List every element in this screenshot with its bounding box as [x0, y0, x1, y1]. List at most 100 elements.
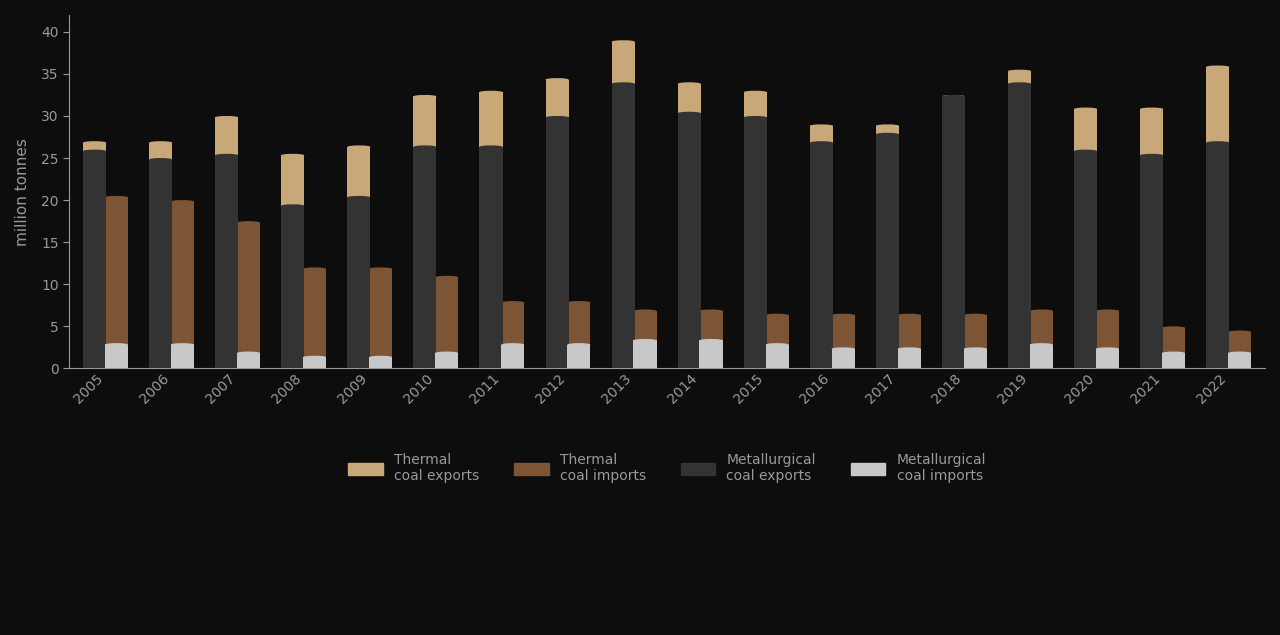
- Ellipse shape: [942, 95, 965, 98]
- Bar: [876, 126, 899, 368]
- Bar: [435, 277, 458, 368]
- Bar: [1162, 328, 1185, 368]
- Ellipse shape: [172, 200, 195, 203]
- Bar: [172, 345, 195, 368]
- Bar: [347, 197, 370, 368]
- Ellipse shape: [634, 309, 657, 312]
- Ellipse shape: [480, 145, 503, 149]
- Ellipse shape: [876, 124, 899, 128]
- Bar: [765, 345, 788, 368]
- Ellipse shape: [699, 339, 723, 342]
- Ellipse shape: [876, 133, 899, 136]
- Bar: [1206, 67, 1229, 368]
- Ellipse shape: [1096, 347, 1119, 351]
- Bar: [567, 302, 590, 368]
- Ellipse shape: [1074, 150, 1097, 152]
- Bar: [1140, 156, 1164, 368]
- Ellipse shape: [1162, 326, 1185, 330]
- Bar: [810, 143, 833, 368]
- Ellipse shape: [105, 343, 128, 346]
- Ellipse shape: [765, 343, 788, 346]
- Bar: [744, 92, 767, 368]
- Bar: [1074, 151, 1097, 368]
- Ellipse shape: [897, 314, 920, 317]
- Bar: [567, 345, 590, 368]
- Bar: [282, 206, 305, 368]
- Bar: [105, 345, 128, 368]
- Ellipse shape: [83, 150, 106, 152]
- Ellipse shape: [1030, 309, 1053, 312]
- Legend: Thermal
coal exports, Thermal
coal imports, Metallurgical
coal exports, Metallur: Thermal coal exports, Thermal coal impor…: [343, 447, 992, 489]
- Bar: [832, 315, 855, 368]
- Bar: [1096, 349, 1119, 368]
- Ellipse shape: [435, 352, 458, 354]
- Bar: [897, 349, 920, 368]
- Bar: [480, 92, 503, 368]
- Ellipse shape: [105, 196, 128, 199]
- Ellipse shape: [282, 204, 305, 207]
- Bar: [765, 315, 788, 368]
- Ellipse shape: [1140, 107, 1164, 110]
- Ellipse shape: [545, 116, 568, 119]
- Bar: [677, 84, 700, 368]
- Bar: [699, 340, 723, 368]
- Bar: [876, 134, 899, 368]
- Bar: [634, 340, 657, 368]
- Bar: [1007, 84, 1032, 368]
- Ellipse shape: [545, 78, 568, 81]
- Ellipse shape: [810, 141, 833, 144]
- Ellipse shape: [699, 309, 723, 312]
- Bar: [369, 358, 392, 368]
- Bar: [897, 315, 920, 368]
- Ellipse shape: [148, 158, 173, 161]
- Ellipse shape: [347, 196, 370, 199]
- Bar: [303, 269, 326, 368]
- Bar: [215, 156, 238, 368]
- Bar: [413, 147, 436, 368]
- Ellipse shape: [1228, 352, 1251, 354]
- Bar: [612, 42, 635, 368]
- Bar: [1030, 345, 1053, 368]
- Bar: [347, 147, 370, 368]
- Bar: [677, 113, 700, 368]
- Bar: [634, 311, 657, 368]
- Ellipse shape: [567, 301, 590, 304]
- Bar: [744, 117, 767, 368]
- Ellipse shape: [172, 343, 195, 346]
- Bar: [699, 311, 723, 368]
- Bar: [105, 197, 128, 368]
- Ellipse shape: [303, 356, 326, 359]
- Bar: [282, 156, 305, 368]
- Ellipse shape: [148, 141, 173, 144]
- Bar: [413, 97, 436, 368]
- Bar: [148, 143, 173, 368]
- Bar: [502, 302, 525, 368]
- Bar: [237, 223, 260, 368]
- Ellipse shape: [369, 356, 392, 359]
- Ellipse shape: [413, 145, 436, 149]
- Ellipse shape: [832, 347, 855, 351]
- Ellipse shape: [1206, 141, 1229, 144]
- Ellipse shape: [369, 267, 392, 271]
- Ellipse shape: [1096, 309, 1119, 312]
- Bar: [303, 358, 326, 368]
- Ellipse shape: [282, 154, 305, 157]
- Ellipse shape: [502, 343, 525, 346]
- Ellipse shape: [237, 221, 260, 224]
- Ellipse shape: [612, 83, 635, 85]
- Bar: [1007, 71, 1032, 368]
- Bar: [172, 201, 195, 368]
- Ellipse shape: [237, 352, 260, 354]
- Ellipse shape: [942, 95, 965, 98]
- Bar: [964, 315, 987, 368]
- Ellipse shape: [1007, 70, 1032, 72]
- Ellipse shape: [832, 314, 855, 317]
- Ellipse shape: [502, 301, 525, 304]
- Bar: [942, 97, 965, 368]
- Bar: [237, 353, 260, 368]
- Ellipse shape: [1140, 154, 1164, 157]
- Bar: [1140, 109, 1164, 368]
- Ellipse shape: [744, 91, 767, 94]
- Bar: [545, 79, 568, 368]
- Ellipse shape: [1162, 352, 1185, 354]
